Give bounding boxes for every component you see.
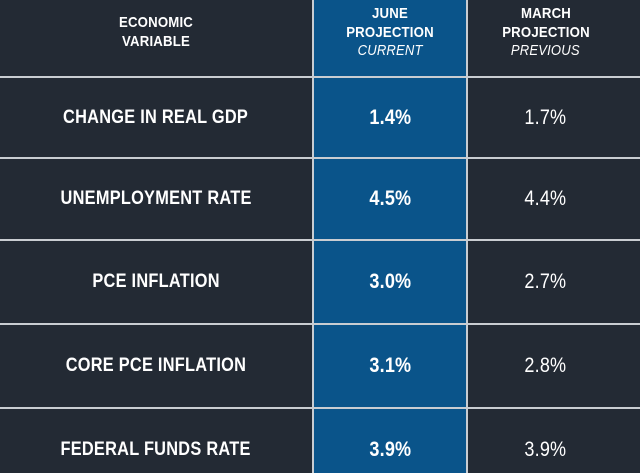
row-gdp-march-value: 1.7%	[524, 105, 567, 129]
row-unemployment-june-value-cell: 4.5%	[312, 157, 468, 239]
row-pce-variable-cell: PCE INFLATION	[0, 239, 312, 323]
header-previous-sublabel: PREVIOUS	[511, 42, 580, 59]
header-economic-variable-label: ECONOMIC VARIABLE	[118, 14, 194, 50]
row-pce-june-value-cell: 3.0%	[312, 239, 468, 323]
row-pce-june-value: 3.0%	[369, 270, 411, 293]
row-fed-funds-march-value: 3.9%	[524, 438, 567, 461]
row-gdp-label: CHANGE IN REAL GDP	[63, 106, 249, 128]
row-core-pce-label: CORE PCE INFLATION	[65, 355, 247, 376]
row-core-pce-june-value-cell: 3.1%	[312, 323, 468, 407]
row-unemployment-variable-cell: UNEMPLOYMENT RATE	[0, 157, 312, 239]
row-pce-march-value-cell: 2.7%	[468, 239, 640, 323]
row-core-pce-variable-cell: CORE PCE INFLATION	[0, 323, 312, 407]
row-fed-funds-variable-cell: FEDERAL FUNDS RATE	[0, 407, 312, 473]
header-march-projection-label: MARCH PROJECTION	[501, 4, 590, 41]
row-gdp-march-value-cell: 1.7%	[468, 76, 640, 157]
row-unemployment-label: UNEMPLOYMENT RATE	[60, 188, 252, 209]
header-current-sublabel: CURRENT	[357, 42, 423, 59]
row-unemployment-march-value: 4.4%	[524, 187, 567, 210]
row-core-pce-march-value: 2.8%	[524, 354, 567, 377]
row-gdp-june-value: 1.4%	[369, 105, 411, 129]
row-core-pce-june-value: 3.1%	[369, 354, 411, 377]
row-gdp-variable-cell: CHANGE IN REAL GDP	[0, 76, 312, 157]
row-gdp-june-value-cell: 1.4%	[312, 76, 468, 157]
row-pce-label: PCE INFLATION	[92, 271, 220, 292]
row-fed-funds-label: FEDERAL FUNDS RATE	[60, 439, 252, 460]
header-cell-economic-variable: ECONOMIC VARIABLE	[0, 0, 312, 76]
row-unemployment-march-value-cell: 4.4%	[468, 157, 640, 239]
header-cell-june-projection: JUNE PROJECTION CURRENT	[312, 0, 468, 76]
row-core-pce-march-value-cell: 2.8%	[468, 323, 640, 407]
header-cell-march-projection: MARCH PROJECTION PREVIOUS	[468, 0, 640, 76]
row-fed-funds-june-value: 3.9%	[369, 438, 411, 461]
row-fed-funds-march-value-cell: 3.9%	[468, 407, 640, 473]
row-unemployment-june-value: 4.5%	[369, 187, 411, 210]
row-pce-march-value: 2.7%	[524, 270, 567, 293]
row-fed-funds-june-value-cell: 3.9%	[312, 407, 468, 473]
header-june-projection-label: JUNE PROJECTION	[346, 4, 434, 41]
